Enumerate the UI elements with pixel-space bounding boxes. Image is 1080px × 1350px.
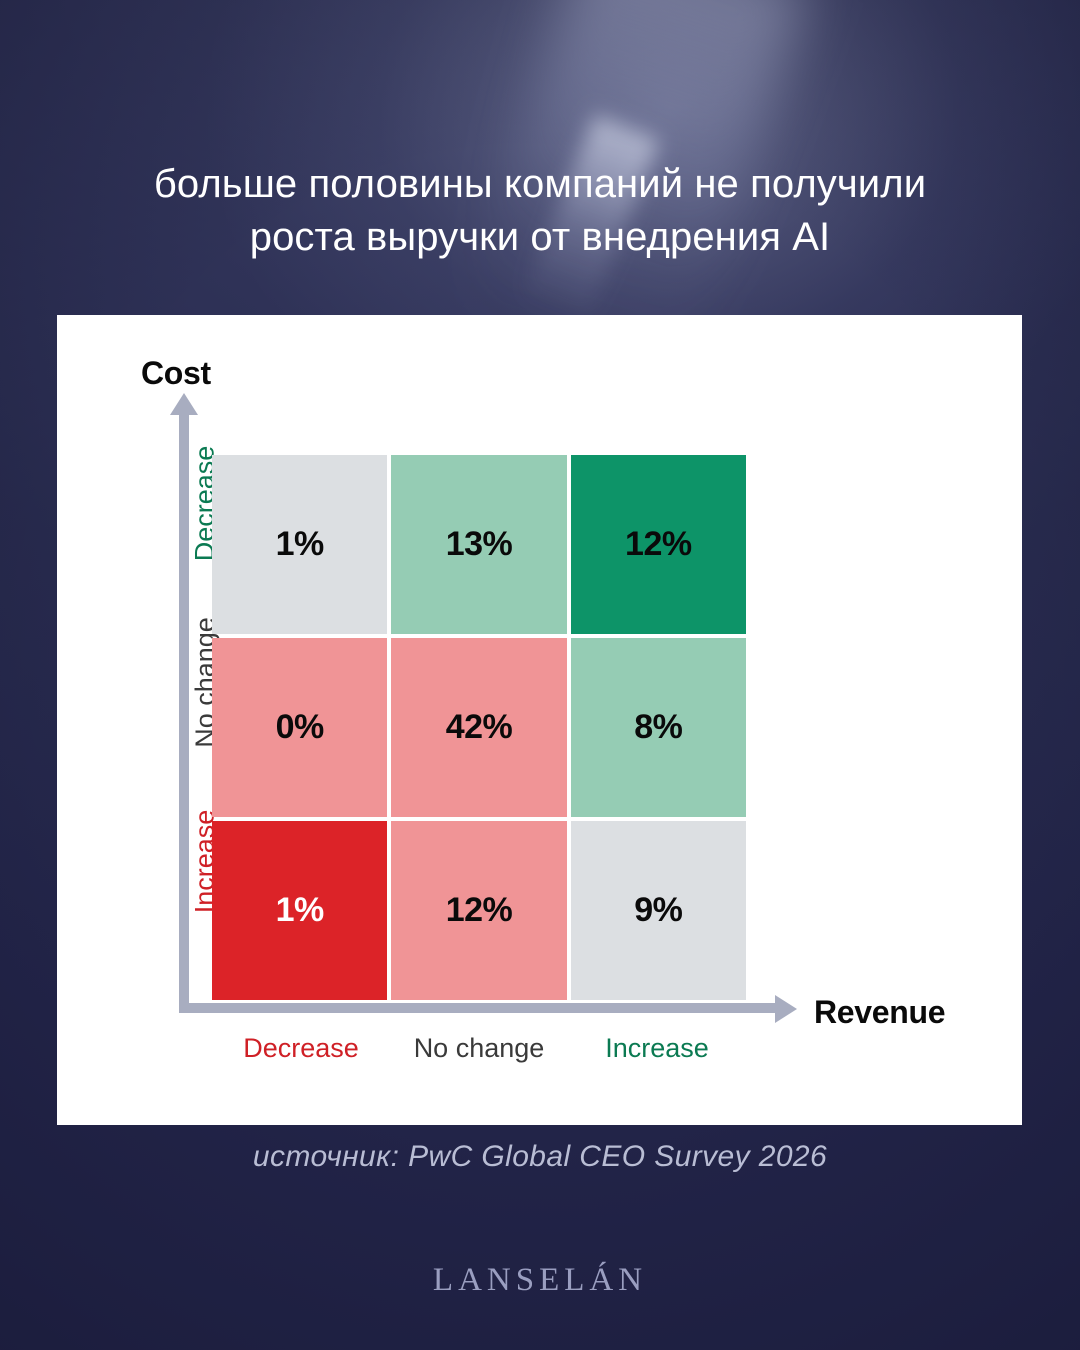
heatmap-cell: 1%	[212, 821, 388, 1000]
heatmap-cell: 13%	[391, 455, 567, 634]
x-axis-arrow-icon	[775, 995, 797, 1023]
y-axis-line	[179, 410, 189, 1010]
heatmap-cell: 1%	[212, 455, 388, 634]
headline-line-2: роста выручки от внедрения AI	[249, 214, 831, 259]
x-tick-label-decrease: Decrease	[243, 1033, 359, 1063]
x-tick-label-no-change: No change	[413, 1033, 545, 1063]
x-axis-line	[179, 1003, 779, 1013]
heatmap-cell: 8%	[570, 638, 746, 817]
heatmap-chart: Cost Revenue Decrease No change Increase…	[57, 315, 1022, 1125]
heatmap-grid: 1% 13% 12% 0% 42% 8% 1% 12% 9%	[212, 455, 746, 1000]
heatmap-cell: 42%	[391, 638, 567, 817]
heatmap-cell: 12%	[391, 821, 567, 1000]
headline: больше половины компаний не получили рос…	[0, 158, 1080, 264]
heatmap-cell: 12%	[570, 455, 746, 634]
heatmap-cell: 9%	[570, 821, 746, 1000]
headline-line-1: больше половины компаний не получили	[153, 162, 927, 206]
source-caption: источник: PwC Global CEO Survey 2026	[252, 1140, 828, 1173]
x-axis-title: Revenue	[814, 994, 946, 1030]
brand-watermark: LANSELÁN	[432, 1262, 648, 1298]
chart-card: Cost Revenue Decrease No change Increase…	[57, 315, 1022, 1125]
heatmap-cell: 0%	[212, 638, 388, 817]
y-axis-title: Cost	[141, 355, 211, 391]
y-axis-arrow-icon	[170, 393, 198, 415]
x-tick-label-increase: Increase	[605, 1033, 709, 1063]
